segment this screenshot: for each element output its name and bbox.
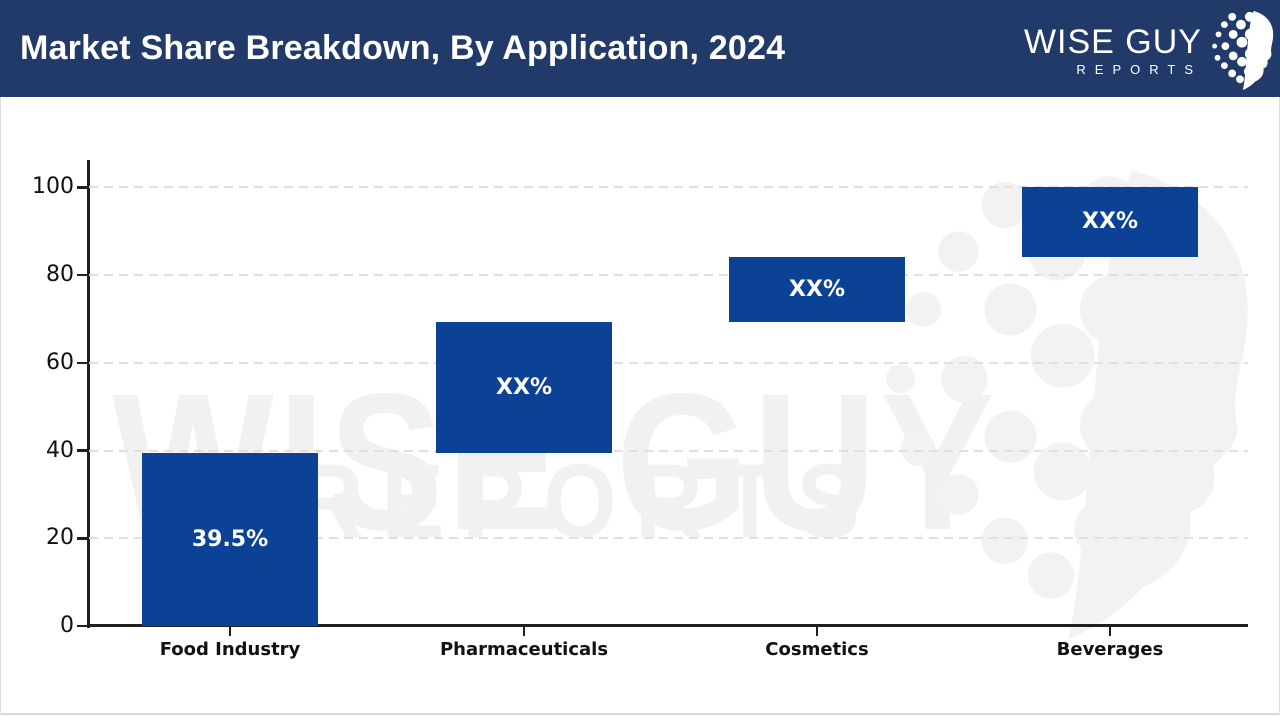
y-tick [77,361,87,365]
bar-value-label: 39.5% [191,526,269,552]
x-category-label: Cosmetics [765,639,869,660]
y-tick [77,186,87,189]
page-title: Market Share Breakdown, By Application, … [20,29,786,67]
gridline [89,274,1248,277]
bar-beverages: XX% [1022,186,1198,257]
logo: WISE GUY REPORTS [1024,6,1276,94]
y-axis-line [87,160,90,628]
logo-wordmark: WISE GUY REPORTS [1024,24,1202,77]
bottom-divider [0,713,1280,715]
x-tick [1108,627,1112,636]
gridline [89,186,1248,189]
logo-subtitle: REPORTS [1076,61,1202,77]
x-category-label: Food Industry [159,639,301,660]
gridline [89,537,1248,540]
y-tick [77,449,87,452]
y-tick [77,273,87,277]
bar-value-label: XX% [1082,209,1138,235]
bar-food-industry: 39.5% [142,452,318,626]
y-tick-label: 100 [32,174,74,200]
x-tick [228,627,232,636]
bar-value-label: XX% [496,374,552,400]
y-tick-label: 60 [46,349,74,375]
bar-pharmaceuticals: XX% [436,322,612,453]
x-category-label: Beverages [1056,639,1164,660]
y-tick-label: 20 [46,525,74,551]
x-tick [815,627,819,636]
logo-name: WISE GUY [1023,22,1202,61]
x-category-label: Pharmaceuticals [439,639,609,660]
y-tick-label: 40 [46,437,74,463]
bar-value-label: XX% [789,276,845,302]
gridline [89,449,1248,452]
header: Market Share Breakdown, By Application, … [0,0,1280,97]
y-tick [77,624,87,628]
x-axis-line [87,624,1248,627]
gridline [89,361,1248,364]
y-tick [77,537,87,540]
y-tick-label: 0 [60,613,74,638]
x-tick [522,627,526,636]
bar-cosmetics: XX% [729,256,905,323]
y-tick-label: 80 [46,262,74,288]
left-edge-line [0,97,1,715]
